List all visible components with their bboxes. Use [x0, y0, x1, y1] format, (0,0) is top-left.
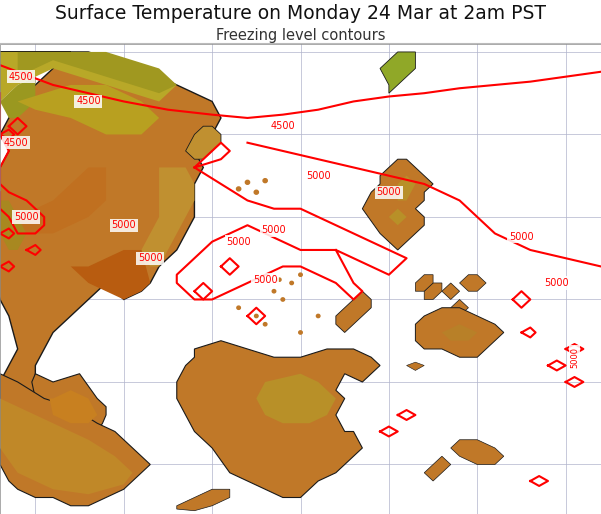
Text: 5000: 5000 [227, 237, 251, 247]
Circle shape [255, 315, 258, 318]
Text: 5000: 5000 [261, 225, 286, 235]
Text: 5000: 5000 [14, 212, 39, 222]
Circle shape [263, 323, 267, 326]
Polygon shape [0, 398, 133, 494]
Circle shape [272, 289, 276, 293]
Polygon shape [460, 274, 486, 291]
Polygon shape [256, 374, 336, 423]
Polygon shape [177, 341, 380, 498]
Polygon shape [0, 200, 26, 250]
Text: Freezing level contours: Freezing level contours [216, 28, 385, 43]
Text: 4500: 4500 [270, 121, 295, 131]
Text: 5000: 5000 [111, 220, 136, 230]
Text: 5000: 5000 [570, 347, 579, 368]
Polygon shape [0, 52, 221, 431]
Polygon shape [32, 374, 106, 440]
Polygon shape [398, 176, 415, 200]
Polygon shape [17, 85, 159, 135]
Polygon shape [406, 362, 424, 371]
Polygon shape [389, 209, 406, 225]
Polygon shape [141, 168, 195, 266]
Polygon shape [442, 283, 460, 300]
Circle shape [316, 315, 320, 318]
Text: 5000: 5000 [306, 171, 331, 181]
Polygon shape [424, 456, 451, 481]
Polygon shape [451, 300, 468, 316]
Circle shape [281, 298, 285, 301]
Polygon shape [451, 440, 504, 465]
Text: 5000: 5000 [253, 274, 278, 285]
Polygon shape [17, 52, 177, 93]
Text: 5000: 5000 [377, 187, 401, 197]
Polygon shape [442, 324, 477, 341]
Circle shape [278, 278, 281, 281]
Circle shape [263, 179, 267, 182]
Polygon shape [0, 52, 177, 101]
Polygon shape [336, 291, 371, 333]
Circle shape [254, 190, 258, 194]
Text: 4500: 4500 [76, 97, 101, 106]
Text: 4500: 4500 [4, 138, 28, 148]
Circle shape [237, 306, 240, 309]
Polygon shape [9, 168, 106, 233]
Text: 5000: 5000 [509, 232, 534, 242]
Circle shape [299, 273, 302, 277]
Text: 5000: 5000 [545, 278, 569, 288]
Text: 4500: 4500 [9, 71, 34, 82]
Polygon shape [415, 274, 433, 291]
Circle shape [245, 180, 249, 185]
Polygon shape [177, 489, 230, 511]
Polygon shape [415, 308, 504, 357]
Polygon shape [186, 126, 221, 159]
Polygon shape [71, 250, 150, 300]
Polygon shape [0, 374, 150, 506]
Polygon shape [424, 283, 442, 300]
Circle shape [290, 281, 293, 285]
Text: 5000: 5000 [138, 253, 162, 263]
Polygon shape [0, 77, 35, 118]
Polygon shape [49, 390, 97, 423]
Circle shape [237, 187, 241, 191]
Polygon shape [362, 159, 433, 250]
Text: Surface Temperature on Monday 24 Mar at 2am PST: Surface Temperature on Monday 24 Mar at … [55, 4, 546, 23]
Circle shape [299, 331, 302, 334]
Polygon shape [380, 52, 415, 93]
